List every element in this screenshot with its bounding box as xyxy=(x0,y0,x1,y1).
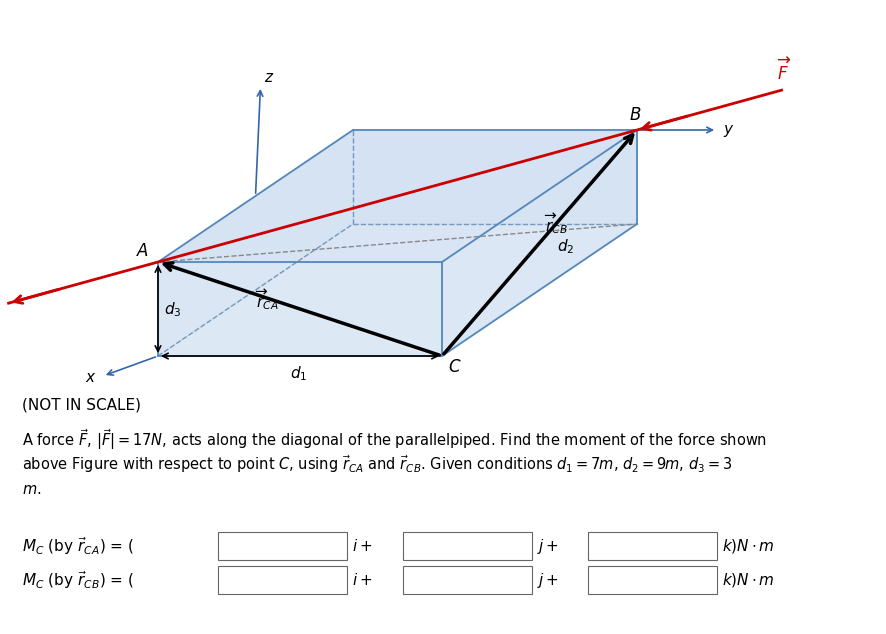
Text: $z$: $z$ xyxy=(264,70,275,85)
Text: $k)N \cdot m$: $k)N \cdot m$ xyxy=(721,571,773,589)
Text: $M_C$ (by $\vec{r}_{CB}$) = (: $M_C$ (by $\vec{r}_{CB}$) = ( xyxy=(22,569,134,591)
Text: $M_C$ (by $\vec{r}_{CA}$) = (: $M_C$ (by $\vec{r}_{CA}$) = ( xyxy=(22,535,134,557)
Text: $\overrightarrow{r}_{CA}$: $\overrightarrow{r}_{CA}$ xyxy=(254,287,278,312)
Text: $d_3$: $d_3$ xyxy=(164,300,182,319)
Polygon shape xyxy=(158,130,636,262)
FancyBboxPatch shape xyxy=(218,566,346,594)
FancyBboxPatch shape xyxy=(587,532,716,560)
Polygon shape xyxy=(441,130,636,356)
Text: $j +$: $j +$ xyxy=(536,571,558,590)
Text: A force $\vec{F}$, $|\vec{F}| = 17N$, acts along the diagonal of the parallelpip: A force $\vec{F}$, $|\vec{F}| = 17N$, ac… xyxy=(22,427,766,452)
Text: $A$: $A$ xyxy=(136,242,149,260)
FancyBboxPatch shape xyxy=(402,566,532,594)
Text: $k)N \cdot m$: $k)N \cdot m$ xyxy=(721,537,773,555)
Text: $y$: $y$ xyxy=(722,123,734,139)
Text: $i +$: $i +$ xyxy=(352,572,372,588)
Text: $B$: $B$ xyxy=(628,106,641,124)
Text: $x$: $x$ xyxy=(85,370,97,385)
Polygon shape xyxy=(158,130,353,356)
Text: $\overrightarrow{r}_{CB}$: $\overrightarrow{r}_{CB}$ xyxy=(544,210,568,236)
Text: $m$.: $m$. xyxy=(22,482,42,497)
FancyBboxPatch shape xyxy=(402,532,532,560)
FancyBboxPatch shape xyxy=(587,566,716,594)
Text: $\overrightarrow{F}$: $\overrightarrow{F}$ xyxy=(776,58,790,84)
Polygon shape xyxy=(158,262,441,356)
Polygon shape xyxy=(158,224,636,356)
Polygon shape xyxy=(353,130,636,224)
FancyBboxPatch shape xyxy=(218,532,346,560)
Text: $i +$: $i +$ xyxy=(352,538,372,554)
Text: (NOT IN SCALE): (NOT IN SCALE) xyxy=(22,397,141,412)
Text: $j +$: $j +$ xyxy=(536,536,558,555)
Text: $d_2$: $d_2$ xyxy=(557,237,574,256)
Text: above Figure with respect to point $C$, using $\vec{r}_{CA}$ and $\vec{r}_{CB}$.: above Figure with respect to point $C$, … xyxy=(22,453,732,475)
Text: $C$: $C$ xyxy=(447,358,461,376)
Text: $d_1$: $d_1$ xyxy=(290,364,307,383)
